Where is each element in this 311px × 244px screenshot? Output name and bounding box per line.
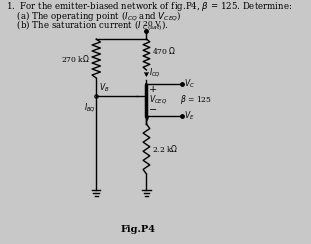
Text: 20 V: 20 V <box>143 20 161 28</box>
Text: Fig.P4: Fig.P4 <box>121 224 156 234</box>
Text: $V_{CEQ}$: $V_{CEQ}$ <box>149 94 167 106</box>
Text: 1.  For the emitter-biased network of fig.P4, $\beta$ = 125. Determine:: 1. For the emitter-biased network of fig… <box>6 0 292 13</box>
Text: $V_B$: $V_B$ <box>99 81 109 94</box>
Text: (a) The operating point ($I_{CQ}$ and $V_{CEQ}$): (a) The operating point ($I_{CQ}$ and $V… <box>6 9 182 23</box>
Text: $I_{CQ}$: $I_{CQ}$ <box>149 67 161 79</box>
Text: $V_E$: $V_E$ <box>184 110 195 122</box>
Text: −: − <box>149 106 157 115</box>
Text: $V_C$: $V_C$ <box>184 78 195 90</box>
Text: $I_{BQ}$: $I_{BQ}$ <box>84 102 95 114</box>
Text: 2.2 k$\Omega$: 2.2 k$\Omega$ <box>152 143 179 154</box>
Text: (b) The saturation current ($I$ $_{C(sat)}$).: (b) The saturation current ($I$ $_{C(sat… <box>6 18 169 33</box>
Text: +: + <box>149 84 157 93</box>
Text: 470 $\Omega$: 470 $\Omega$ <box>152 45 177 56</box>
Text: $\beta$ = 125: $\beta$ = 125 <box>180 93 212 106</box>
Text: 270 k$\Omega$: 270 k$\Omega$ <box>61 53 91 64</box>
